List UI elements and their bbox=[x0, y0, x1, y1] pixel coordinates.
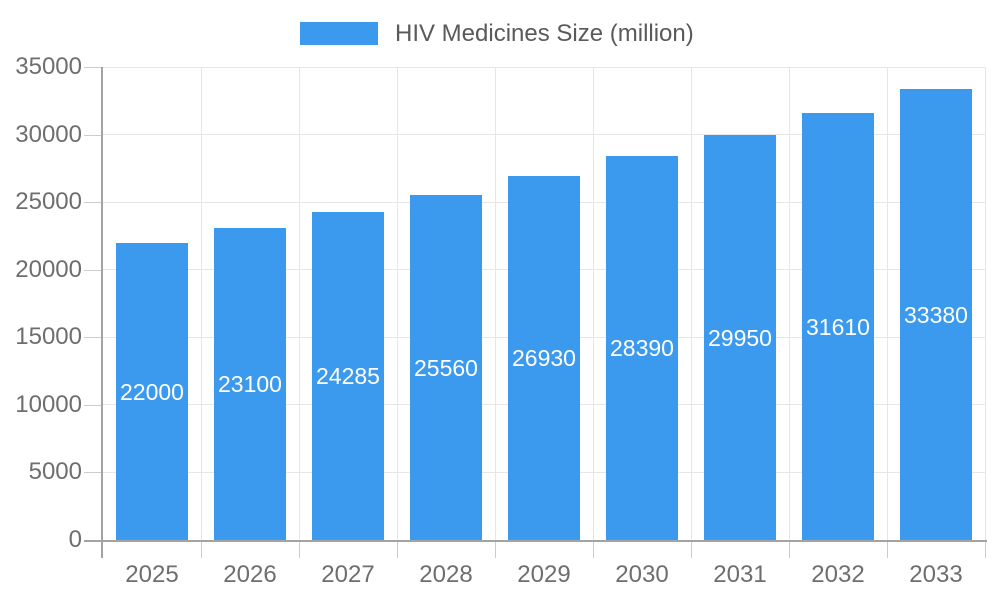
bar-value-label: 26930 bbox=[512, 345, 576, 371]
gridline-vertical bbox=[984, 67, 986, 540]
bar-2026[interactable]: 23100 bbox=[214, 228, 286, 540]
bar-value-label: 33380 bbox=[904, 301, 968, 328]
x-axis-tick bbox=[396, 542, 398, 558]
x-axis-tick-label: 2028 bbox=[419, 561, 473, 588]
gridline-vertical bbox=[494, 67, 496, 540]
y-axis-tick-label: 10000 bbox=[15, 390, 82, 418]
y-axis-tick bbox=[84, 404, 102, 406]
x-axis-tick-label: 2033 bbox=[909, 561, 963, 588]
y-axis-tick-label: 15000 bbox=[15, 323, 82, 351]
x-axis-tick bbox=[298, 542, 300, 558]
gridline-vertical bbox=[200, 67, 202, 540]
x-axis-tick bbox=[494, 542, 496, 558]
gridline-horizontal bbox=[103, 134, 985, 136]
bar-value-label: 25560 bbox=[414, 354, 478, 381]
x-axis-tick bbox=[886, 542, 888, 558]
x-axis-line bbox=[84, 540, 987, 542]
bar-2033[interactable]: 33380 bbox=[900, 89, 972, 540]
gridline-vertical bbox=[592, 67, 594, 540]
bar-value-label: 23100 bbox=[218, 371, 282, 397]
bar-value-label: 22000 bbox=[120, 378, 184, 405]
x-axis-tick-label: 2032 bbox=[811, 561, 865, 588]
y-axis-tick-label: 30000 bbox=[15, 120, 82, 148]
x-axis-tick-label: 2030 bbox=[615, 561, 669, 588]
bar-value-label: 24285 bbox=[316, 363, 380, 389]
y-axis-tick-label: 25000 bbox=[15, 188, 82, 216]
bar-2030[interactable]: 28390 bbox=[606, 156, 678, 540]
gridline-horizontal bbox=[103, 66, 985, 68]
bar-value-label: 29950 bbox=[708, 324, 772, 351]
bar-value-label: 31610 bbox=[806, 313, 870, 340]
gridline-vertical bbox=[396, 67, 398, 540]
y-axis-tick-label: 35000 bbox=[15, 53, 82, 80]
x-axis-tick bbox=[592, 542, 594, 558]
y-axis-tick-label: 5000 bbox=[28, 458, 82, 486]
x-axis-tick-label: 2027 bbox=[321, 561, 375, 588]
legend-swatch bbox=[300, 22, 378, 45]
x-axis-tick-label: 2026 bbox=[223, 561, 277, 588]
x-axis-tick-label: 2029 bbox=[517, 561, 571, 588]
bar-value-label: 28390 bbox=[610, 335, 674, 361]
bar-2025[interactable]: 22000 bbox=[116, 243, 188, 540]
x-axis-tick bbox=[984, 542, 986, 558]
bar-2032[interactable]: 31610 bbox=[802, 113, 874, 540]
y-axis-tick bbox=[84, 472, 102, 474]
y-axis-tick bbox=[84, 202, 102, 204]
x-axis-tick bbox=[690, 542, 692, 558]
y-axis-tick-label: 0 bbox=[68, 526, 82, 553]
gridline-vertical bbox=[788, 67, 790, 540]
gridline-vertical bbox=[690, 67, 692, 540]
y-axis-line bbox=[101, 67, 103, 558]
x-axis-tick-label: 2025 bbox=[125, 561, 179, 588]
y-axis-tick bbox=[84, 67, 102, 68]
y-axis-tick-label: 20000 bbox=[15, 255, 82, 283]
x-axis-tick bbox=[200, 542, 202, 558]
x-axis-tick bbox=[788, 542, 790, 558]
gridline-vertical bbox=[886, 67, 888, 540]
legend-label: HIV Medicines Size (million) bbox=[395, 20, 694, 47]
x-axis-tick-label: 2031 bbox=[713, 561, 767, 588]
bar-2028[interactable]: 25560 bbox=[410, 195, 482, 540]
plot-area: 22000 23100 24285 25560 26930 28390 29950 31610… bbox=[103, 66, 986, 540]
y-axis-tick bbox=[84, 337, 102, 339]
gridline-vertical bbox=[298, 67, 300, 540]
bar-2029[interactable]: 26930 bbox=[508, 176, 580, 540]
bar-2027[interactable]: 24285 bbox=[312, 212, 384, 540]
bar-2031[interactable]: 29950 bbox=[704, 135, 776, 540]
y-axis-tick bbox=[84, 269, 102, 271]
y-axis-tick bbox=[84, 134, 102, 136]
legend[interactable]: HIV Medicines Size (million) bbox=[300, 21, 694, 46]
